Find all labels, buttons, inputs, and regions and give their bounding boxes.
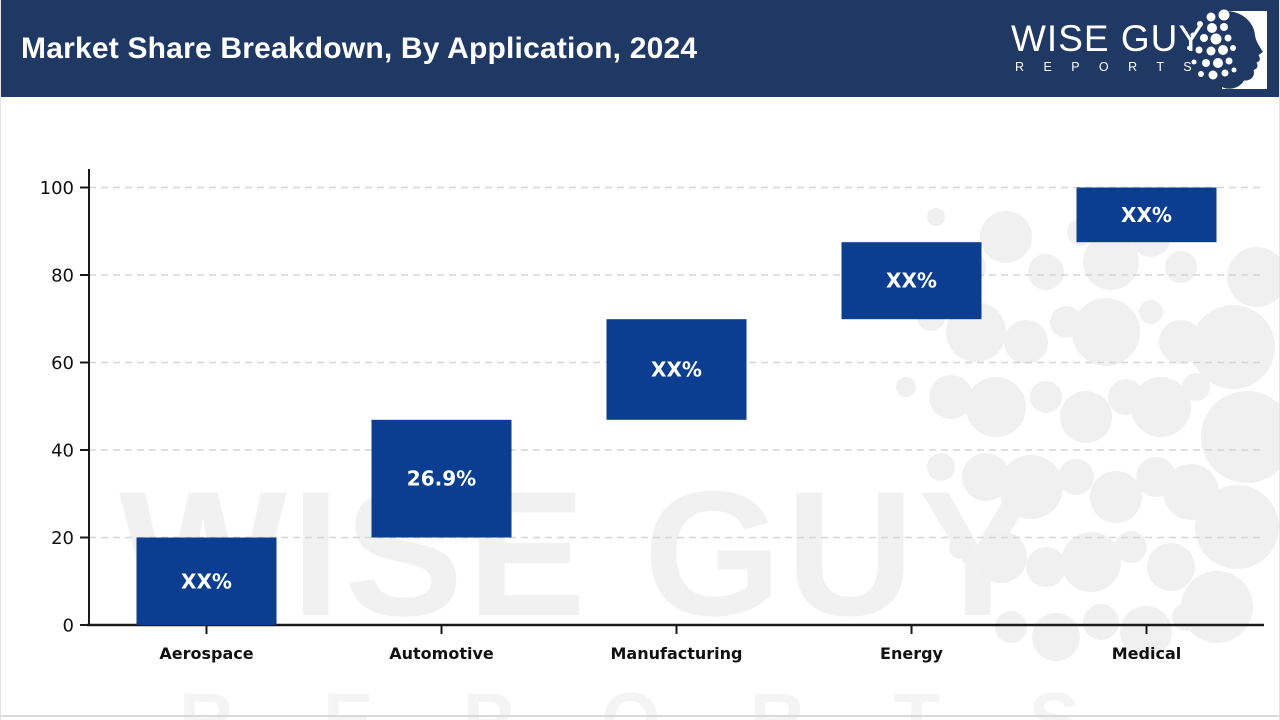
bar-medical [1076,187,1217,243]
watermark-subtitle: R E P O R T S [179,683,1114,720]
watermark-face-icon [889,208,1279,661]
bar-value-label: XX% [1121,203,1172,227]
y-tick-label: 20 [51,528,74,549]
bar-manufacturing [606,319,747,420]
logo-subtitle: R E P O R T S [1015,60,1200,74]
logo-face-icon [1187,9,1267,89]
bar-value-label: XX% [886,269,937,293]
bar-value-label: XX% [181,569,232,593]
x-tick-label: Aerospace [159,644,253,663]
bar-energy [841,242,982,320]
bar-value-label: XX% [651,358,702,382]
logo-text: WISE GUY R E P O R T S [1011,18,1205,74]
y-tick-label: 0 [63,616,74,637]
logo-wordmark: WISE GUY [1011,18,1205,59]
x-tick-label: Manufacturing [611,644,743,663]
y-tick-label: 40 [51,441,74,462]
x-tick-label: Automotive [389,644,494,663]
bar-automotive [371,419,512,538]
x-tick-label: Energy [880,644,944,663]
x-tick-label: Medical [1112,644,1181,663]
header-bar: Market Share Breakdown, By Application, … [1,0,1279,97]
y-tick-label: 100 [40,178,74,199]
bottom-divider [1,715,1279,717]
waterfall-chart: 0 20 40 60 80 100 Aerospace XX% Automotive 26.9% M… [40,169,1264,663]
bar-value-label: 26.9% [407,467,476,491]
y-tick-label: 80 [51,266,74,287]
y-tick-label: 60 [51,353,74,374]
page-title: Market Share Breakdown, By Application, … [21,31,698,65]
bar-aerospace [136,537,277,625]
chart-area: WISE GUY R E P O R T S 0 [1,97,1279,720]
wise-guy-logo: WISE GUY R E P O R T S [1011,8,1267,90]
